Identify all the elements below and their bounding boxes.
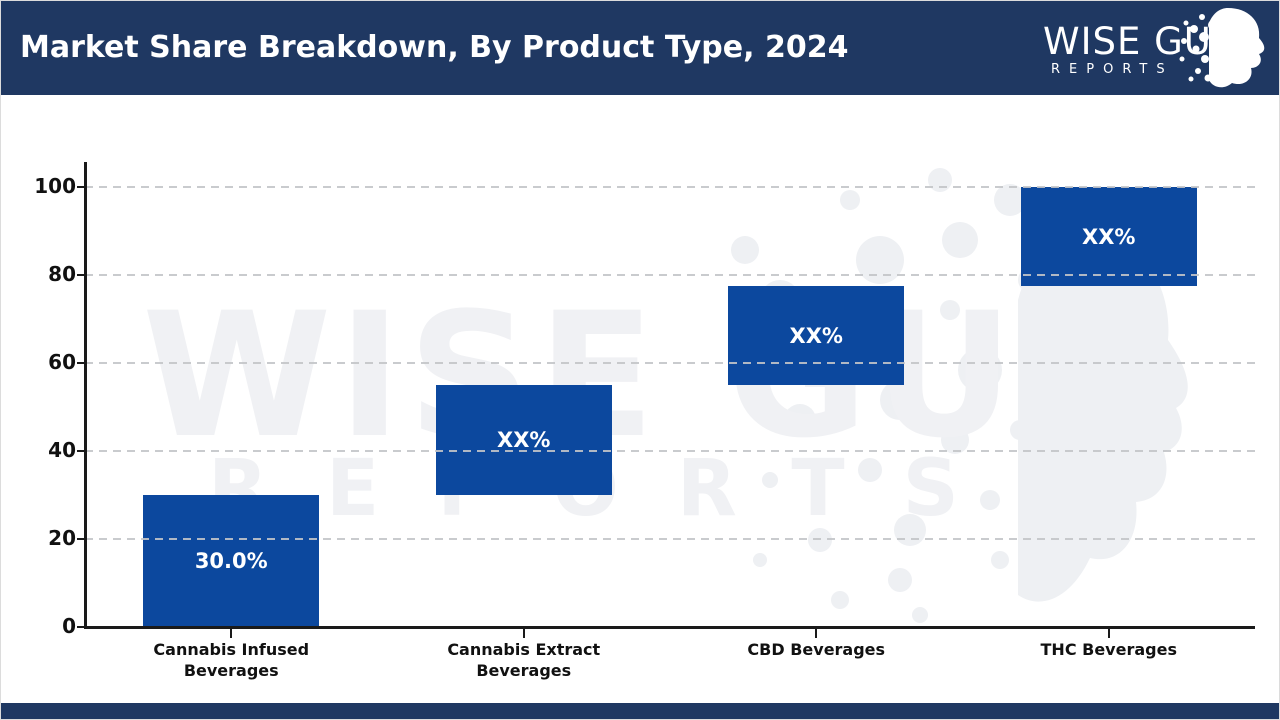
watermark-face-icon: [1018, 234, 1188, 602]
x-axis-spine: [84, 626, 1255, 629]
y-axis-spine: [84, 162, 87, 629]
watermark-dot: [980, 490, 1000, 510]
x-tick-mark: [815, 629, 818, 638]
bar-value-label: 30.0%: [194, 549, 268, 573]
logo-dot: [1183, 20, 1189, 26]
logo-dot: [1201, 55, 1209, 63]
bar-value-label: XX%: [1082, 224, 1136, 249]
x-tick-mark: [522, 629, 525, 638]
header-bar: Market Share Breakdown, By Product Type,…: [0, 0, 1280, 95]
logo-dot: [1209, 42, 1219, 52]
watermark-dot: [888, 568, 912, 592]
watermark-dot: [1050, 570, 1070, 590]
y-tick-mark: [77, 186, 84, 188]
logo-dot: [1204, 74, 1212, 82]
watermark-dot: [858, 458, 882, 482]
brand-subtitle: REPORTS: [1051, 62, 1174, 77]
watermark-dot: [991, 551, 1009, 569]
logo-dot: [1179, 56, 1185, 62]
watermark-dot: [880, 380, 920, 420]
logo-dot: [1181, 38, 1187, 44]
logo-face-icon: [1209, 8, 1265, 88]
y-tick-mark: [77, 538, 84, 540]
logo-dot: [1208, 20, 1218, 30]
y-tick-label: 40: [48, 438, 76, 462]
watermark-dot: [941, 426, 969, 454]
logo-dot: [1188, 76, 1194, 82]
watermark-dot: [1010, 420, 1030, 440]
x-tick-mark: [230, 629, 233, 638]
logo-dot: [1199, 14, 1205, 20]
y-tick-label: 20: [48, 526, 76, 550]
watermark-dot: [762, 472, 778, 488]
logo-dot: [1190, 25, 1198, 33]
watermark-dot: [784, 404, 816, 436]
logo-dot: [1217, 12, 1223, 18]
gridline-60: [85, 362, 1255, 364]
y-tick-mark: [77, 626, 84, 628]
y-tick-label: 80: [48, 262, 76, 286]
watermark-dot: [958, 348, 1002, 392]
y-tick-label: 0: [62, 614, 76, 638]
gridline-100: [85, 186, 1255, 188]
logo-dot: [1192, 45, 1200, 53]
y-tick-mark: [77, 362, 84, 364]
category-label: CBD Beverages: [747, 640, 886, 659]
bar-segment-0: 30.0%: [143, 495, 320, 627]
gridline-20: [85, 538, 1255, 540]
bar-segment-2: XX%: [728, 286, 905, 385]
logo-dot: [1199, 32, 1209, 42]
y-tick-label: 60: [48, 350, 76, 374]
watermark-dot: [942, 222, 978, 258]
y-tick-mark: [77, 274, 84, 276]
watermark-dot: [912, 607, 928, 623]
y-tick-label: 100: [34, 174, 76, 198]
wiseguy-head-logo-icon: [1179, 8, 1265, 88]
footer-bar: [0, 703, 1280, 720]
watermark-dot: [731, 236, 759, 264]
chart-title: Market Share Breakdown, By Product Type,…: [20, 30, 849, 65]
category-label: THC Beverages: [1040, 640, 1177, 659]
watermark-dot: [1022, 332, 1058, 368]
category-label: Cannabis Infused Beverages: [153, 640, 310, 681]
x-tick-mark: [1107, 629, 1110, 638]
bar-segment-3: XX%: [1020, 187, 1197, 286]
watermark-dot: [831, 591, 849, 609]
logo-dot: [1211, 65, 1219, 73]
bar-value-label: XX%: [789, 323, 843, 348]
watermark-dot: [753, 553, 767, 567]
category-label: Cannabis Extract Beverages: [447, 640, 601, 681]
bar-segment-1: XX%: [435, 385, 612, 495]
watermark-dot: [856, 236, 904, 284]
watermark-dot: [808, 528, 832, 552]
gridline-40: [85, 450, 1255, 452]
watermark-dot: [940, 300, 960, 320]
y-tick-mark: [77, 450, 84, 452]
bar-value-label: XX%: [497, 428, 551, 452]
watermark-dot: [1036, 506, 1064, 534]
watermark-dot: [840, 190, 860, 210]
logo-dot: [1195, 68, 1201, 74]
gridline-80: [85, 274, 1255, 276]
watermark-dot: [994, 184, 1026, 216]
